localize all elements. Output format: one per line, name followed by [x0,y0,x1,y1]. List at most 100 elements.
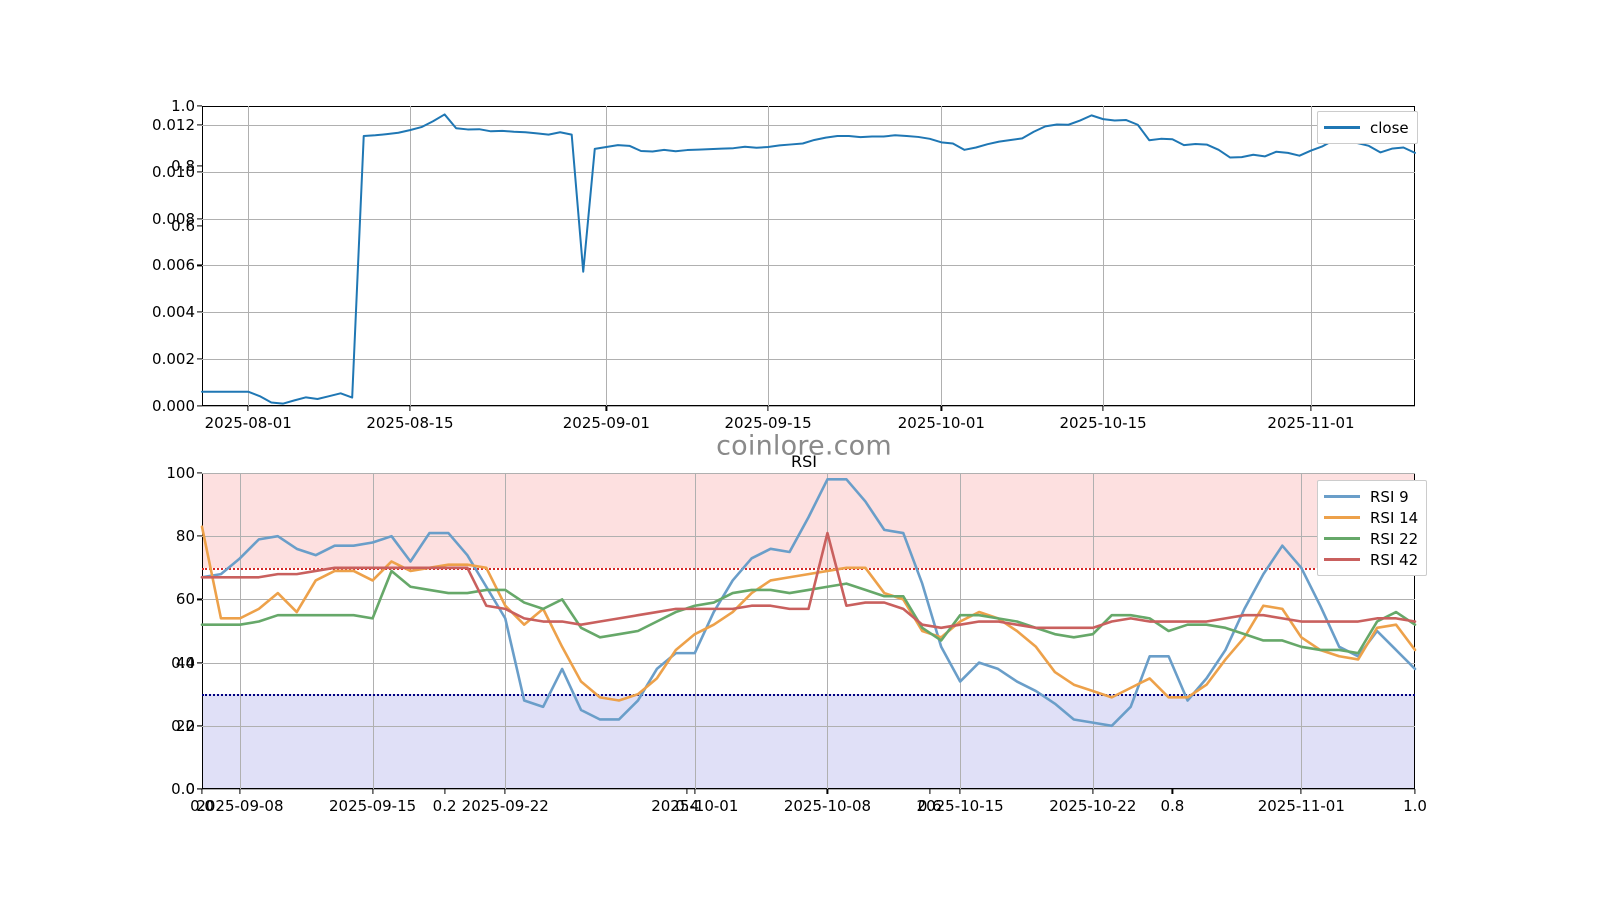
threshold-line [202,694,1415,697]
y-axis-alt-tick-label: 0.2 [171,716,195,735]
gridline-vertical [1301,473,1303,789]
gridline-vertical [409,106,411,406]
legend-item[interactable]: RSI 14 [1324,507,1418,528]
x-axis-alt-tick-mark [1414,789,1416,794]
gridline-horizontal [202,536,1415,538]
x-axis-tick-label: 2025-08-01 [204,414,292,432]
x-axis-alt-tick-mark [929,789,931,794]
gridline-vertical [248,106,250,406]
y-axis-tick-mark [197,124,202,126]
gridline-horizontal [202,599,1415,601]
x-axis-tick-label: 2025-09-22 [461,797,549,815]
gridline-horizontal [202,265,1415,267]
gridline-vertical [694,473,696,789]
y-axis-alt-tick-label: 1.0 [171,97,195,115]
y-axis-tick-mark [197,598,202,600]
legend-item[interactable]: RSI 22 [1324,528,1418,549]
y-axis-tick-label: 0.006 [152,256,195,275]
x-axis-tick-mark [826,789,829,794]
y-axis-tick-label: 0.010 [152,162,195,181]
legend-item[interactable]: RSI 42 [1324,549,1418,570]
x-axis-tick-label: 2025-09-15 [328,797,417,815]
gridline-horizontal [202,312,1415,314]
y-axis-tick-label: 40 [175,653,195,672]
x-axis-tick-label: 2025-10-08 [783,797,872,815]
x-axis-alt-tick-label: 0.4 [675,797,700,815]
gridline-vertical [768,106,770,406]
y-axis-tick-mark [197,171,202,173]
y-axis-tick-label: 20 [175,716,195,735]
price-chart-axes: 0.000 0.002 0.004 0.006 0.008 0.010 0.012 0.6 0… [152,97,1415,432]
x-axis-alt-tick-label: 0.8 [1160,797,1185,815]
x-axis-tick-mark [239,789,241,794]
y-axis-tick-mark [197,535,202,537]
x-axis-tick-mark [605,406,607,411]
gridline-vertical [941,106,943,406]
x-axis-alt-tick-mark [444,789,446,794]
gridline-vertical [606,106,608,406]
x-axis-tick-mark [767,406,769,411]
rsi-legend[interactable]: RSI 9 RSI 14 RSI 22 RSI 42 [1317,480,1428,576]
y-axis-tick-label: 0.004 [152,303,195,322]
rsi-chart-axes: 0 20 40 60 80 100 0.0 0.2 0.4 2025-09-08 2025-09… [166,464,1427,815]
y-axis-tick-label: 0 [185,780,195,798]
legend-color-swatch [1324,516,1360,519]
y-axis-alt-tick-label: 0.6 [171,217,195,235]
y-axis-alt-tick-mark [197,105,202,107]
gridline-vertical [239,473,241,789]
legend-color-swatch [1324,495,1360,498]
x-axis-alt-tick-mark [1171,789,1173,794]
legend-item[interactable]: close [1324,117,1409,138]
legend-color-swatch [1324,126,1360,129]
x-axis-tick-label: 2025-11-01 [1257,797,1345,815]
x-axis-tick-mark [694,789,696,794]
x-axis-tick-mark [1310,406,1312,411]
y-axis-tick-mark [197,217,202,220]
gridline-horizontal [202,725,1415,727]
legend-item-label: close [1370,118,1409,137]
x-axis-tick-label: 2025-10-15 [1059,414,1147,432]
y-axis-alt-tick-mark [197,662,202,664]
x-axis-alt-tick-label: 0.2 [432,797,457,815]
y-axis-tick-mark [197,472,202,474]
gridline-vertical [960,473,962,789]
gridline-horizontal [202,171,1415,173]
legend-item-label: RSI 22 [1370,529,1419,548]
gridline-vertical [372,473,374,789]
x-axis-tick-mark [247,406,249,411]
legend-item-label: RSI 9 [1370,487,1409,506]
threshold-band [202,694,1415,789]
y-axis-alt-tick-mark [197,225,202,227]
x-axis-alt-tick-mark [686,789,688,794]
y-axis-tick-mark [197,264,202,266]
x-axis-tick-mark [940,406,942,411]
x-axis-tick-label: 2025-09-15 [724,414,812,432]
gridline-horizontal [202,662,1415,664]
legend-item-label: RSI 42 [1370,550,1419,569]
x-axis-tick-mark [1092,789,1094,794]
y-axis-alt-tick-label: 0.0 [171,780,195,798]
y-axis-alt-tick-mark [197,788,202,790]
x-axis-alt-tick-mark [201,789,203,794]
y-axis-tick-mark [197,311,202,313]
gridline-horizontal [202,473,1415,474]
x-axis-tick-label: 2025-10-15 [916,797,1004,815]
price-line-series [202,106,1415,406]
y-axis-alt-tick-label: 0.8 [171,157,195,175]
gridline-vertical [505,473,507,789]
gridline-horizontal [202,359,1415,361]
legend-item[interactable]: RSI 9 [1324,486,1418,507]
gridline-horizontal [202,124,1415,126]
y-axis-tick-mark [197,358,202,360]
y-axis-alt-tick-mark [197,165,202,167]
x-axis-tick-label: 2025-10-01 [651,797,739,815]
gridline-vertical [1092,473,1094,789]
x-axis-tick-label: 2025-08-15 [366,414,454,432]
y-axis-tick-mark [197,405,202,407]
y-axis-tick-label: 0.012 [152,115,195,134]
gridline-horizontal [202,218,1415,220]
y-axis-tick-label: 0.002 [152,350,195,369]
x-axis-tick-mark [504,789,506,794]
x-axis-tick-label: 2025-10-01 [897,414,985,432]
price-legend[interactable]: close [1317,111,1418,144]
